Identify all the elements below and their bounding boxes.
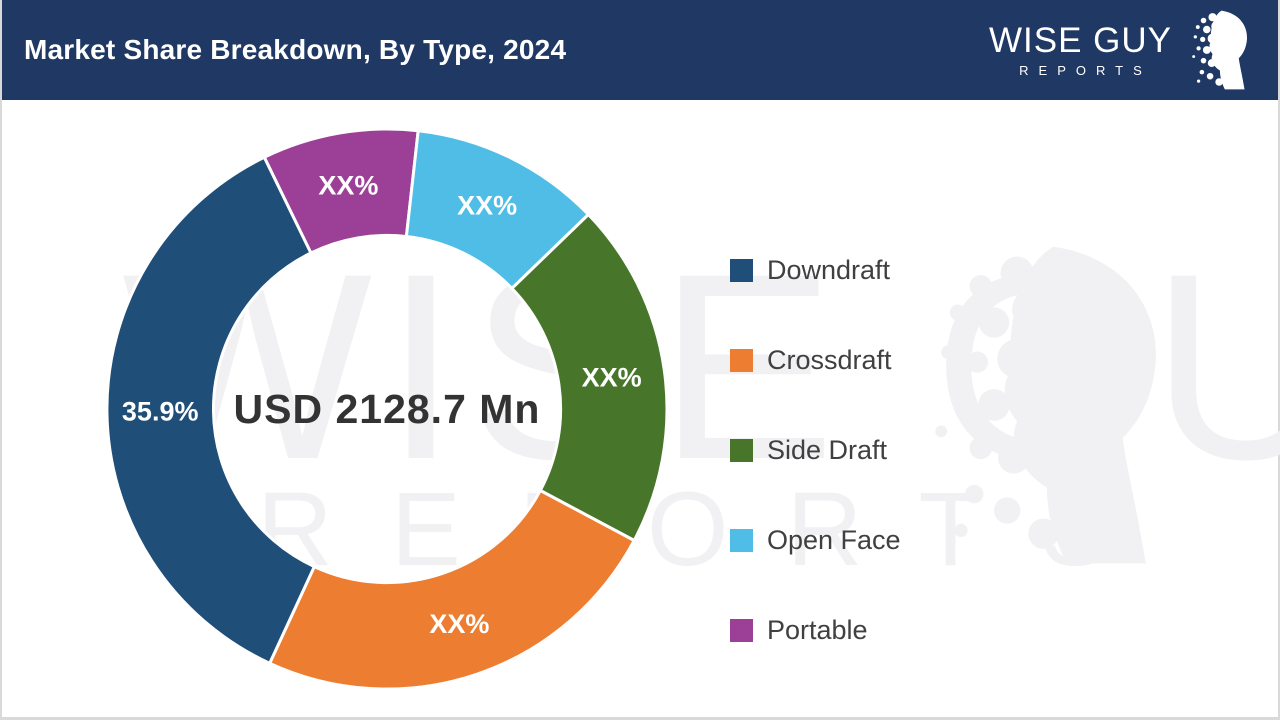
legend-item: Crossdraft <box>730 337 901 383</box>
header-bar: Market Share Breakdown, By Type, 2024 WI… <box>2 0 1278 100</box>
donut-segment-side-draft <box>510 213 669 542</box>
legend-swatch <box>730 348 753 372</box>
legend-swatch <box>730 618 753 642</box>
legend-swatch <box>730 258 753 282</box>
legend-swatch <box>730 438 753 462</box>
donut-center-value: USD 2128.7 Mn <box>234 386 541 432</box>
wise-guy-logo: WISE GUY REPORTS <box>989 5 1256 95</box>
page-title: Market Share Breakdown, By Type, 2024 <box>24 34 567 65</box>
logo-text: WISE GUY REPORTS <box>989 23 1172 78</box>
segment-value-label: XX% <box>429 609 489 639</box>
segment-value-label: XX% <box>318 171 378 201</box>
legend-label: Portable <box>767 614 868 645</box>
legend-label: Downdraft <box>767 254 891 285</box>
legend-label: Crossdraft <box>767 344 892 375</box>
logo-brand-name: WISE GUY <box>988 20 1172 60</box>
legend-label: Open Face <box>767 524 901 555</box>
legend-item: Open Face <box>730 517 901 563</box>
donut-segment-crossdraft <box>268 489 636 691</box>
logo-face-icon <box>1192 10 1248 90</box>
donut-segment-downdraft <box>105 155 316 665</box>
donut-chart: XX% XX% XX% XX% 35.9% USD 2128.7 Mn <box>105 127 669 691</box>
legend-item: Portable <box>730 607 901 653</box>
chart-legend: Downdraft Crossdraft Side Draft Open Fac… <box>730 247 901 697</box>
segment-value-label: XX% <box>582 362 642 392</box>
legend-item: Side Draft <box>730 427 901 473</box>
logo-brand-subtitle: REPORTS <box>1019 62 1152 78</box>
legend-item: Downdraft <box>730 247 901 293</box>
segment-value-label: 35.9% <box>122 397 199 427</box>
legend-label: Side Draft <box>767 434 888 465</box>
legend-swatch <box>730 528 753 552</box>
watermark-face-graphic <box>935 246 1156 564</box>
segment-value-label: XX% <box>457 191 517 221</box>
